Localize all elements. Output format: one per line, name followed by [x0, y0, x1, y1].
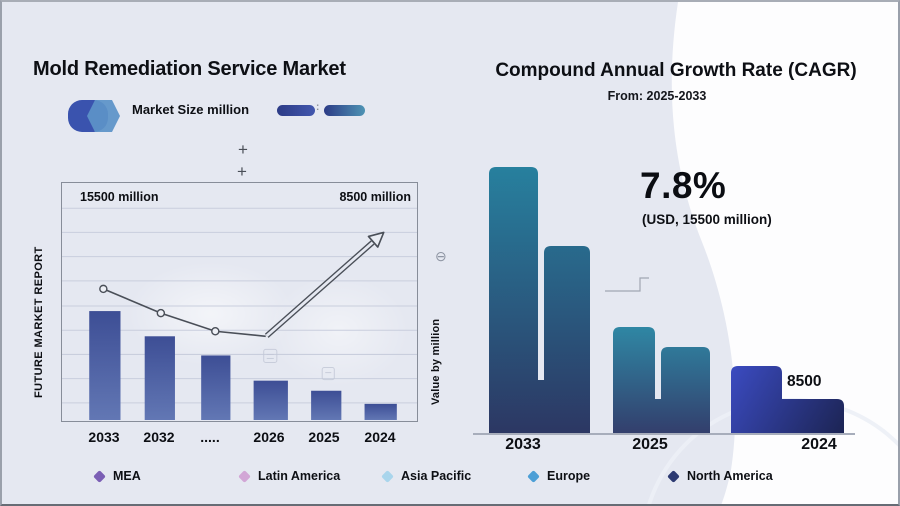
ratio-pill-dark-icon	[277, 105, 315, 116]
market-size-icon	[68, 100, 120, 132]
left-chart-min-annotation: 8500 million	[339, 190, 411, 204]
legend-item-latin-america: Latin America	[238, 468, 341, 484]
market-size-label: Market Size million	[132, 102, 250, 117]
left-axis-label-2025: 2025	[308, 429, 340, 445]
ratio-pill-teal-icon	[324, 105, 365, 116]
legend-item-europe: Europe	[527, 468, 591, 484]
page-title: Mold Remediation Service Market	[33, 58, 346, 80]
bar-annotation-8500: 8500	[787, 373, 822, 390]
value-axis-label: Value by million	[430, 318, 442, 406]
step-bracket	[605, 277, 649, 292]
legend-item-north-america: North America	[667, 468, 773, 484]
left-axis-label-2026: 2026	[253, 429, 285, 445]
legend-label: North America	[687, 469, 773, 483]
cagr-bar-pair-2033	[489, 167, 590, 434]
cagr-subtitle: From: 2025-2033	[607, 89, 707, 103]
cagr-title: Compound Annual Growth Rate (CAGR)	[495, 60, 857, 81]
gridlines	[62, 207, 417, 404]
legend-label: Latin America	[258, 469, 341, 483]
legend-diamond-icon	[93, 469, 106, 483]
cagr-bar-pair-2025	[613, 327, 710, 434]
legend-diamond-icon	[527, 469, 540, 483]
plus-icon: +	[238, 140, 248, 159]
legend-diamond-icon	[667, 469, 680, 483]
zoom-out-icon: ⊖	[435, 248, 447, 264]
brand-vertical-label: FUTURE MARKET REPORT	[33, 246, 45, 398]
left-axis-label-dots: .....	[200, 429, 220, 445]
legend-label: Asia Pacific	[401, 469, 472, 483]
legend-item-asia-pacific: Asia Pacific	[381, 468, 472, 484]
legend-diamond-icon	[238, 469, 251, 483]
legend-label: MEA	[113, 469, 141, 483]
market-size-bars	[89, 311, 397, 420]
right-axis-label-2024: 2024	[801, 436, 837, 453]
market-size-chart-plot	[62, 207, 417, 420]
market-size-chart: 15500 million 8500 million	[61, 182, 418, 422]
clipboard-icon	[263, 348, 335, 381]
left-chart-max-annotation: 15500 million	[80, 190, 159, 204]
legend-label: Europe	[547, 469, 591, 483]
right-axis-label-2033: 2033	[505, 436, 541, 453]
cagr-value: 7.8%	[640, 165, 727, 206]
cagr-chart	[473, 167, 855, 435]
cagr-bar-pair-2024	[731, 366, 844, 434]
cagr-note: (USD, 15500 million)	[642, 212, 772, 227]
left-axis-label-2024: 2024	[364, 429, 396, 445]
left-axis-label-2033: 2033	[88, 429, 120, 445]
trend-markers	[99, 284, 220, 336]
right-axis-label-2025: 2025	[632, 436, 668, 453]
trend-line	[103, 288, 266, 338]
ratio-separator: :	[316, 102, 320, 113]
legend-item-mea: MEA	[93, 468, 141, 484]
growth-arrow-icon	[264, 231, 385, 338]
legend-diamond-icon	[381, 469, 394, 483]
left-axis-label-2032: 2032	[143, 429, 175, 445]
plus-icon: +	[237, 162, 247, 181]
